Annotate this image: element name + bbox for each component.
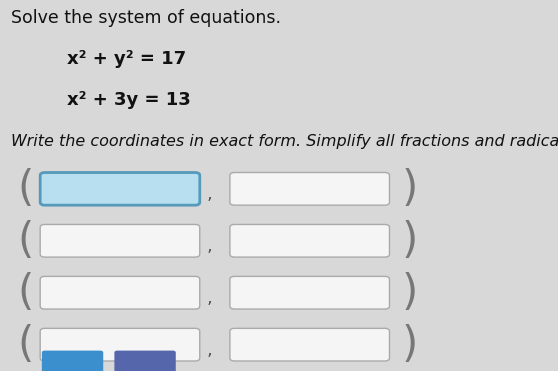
- Text: (: (: [17, 272, 33, 314]
- Text: Solve the system of equations.: Solve the system of equations.: [11, 9, 281, 27]
- Text: (: (: [17, 168, 33, 210]
- Text: ): ): [402, 168, 418, 210]
- Text: ,: ,: [206, 237, 212, 255]
- Text: ): ): [402, 324, 418, 366]
- FancyBboxPatch shape: [230, 173, 389, 205]
- FancyBboxPatch shape: [40, 173, 200, 205]
- Text: (: (: [17, 220, 33, 262]
- Text: x² + y² = 17: x² + y² = 17: [67, 50, 186, 68]
- Text: ): ): [402, 272, 418, 314]
- Text: ,: ,: [206, 289, 212, 307]
- FancyBboxPatch shape: [42, 351, 103, 371]
- Text: (: (: [17, 324, 33, 366]
- FancyBboxPatch shape: [230, 276, 389, 309]
- Text: ): ): [402, 220, 418, 262]
- FancyBboxPatch shape: [230, 224, 389, 257]
- FancyBboxPatch shape: [40, 276, 200, 309]
- Text: ,: ,: [206, 186, 212, 203]
- FancyBboxPatch shape: [230, 328, 389, 361]
- Text: Write the coordinates in exact form. Simplify all fractions and radicals.: Write the coordinates in exact form. Sim…: [11, 134, 558, 148]
- FancyBboxPatch shape: [114, 351, 176, 371]
- Text: ,: ,: [206, 341, 212, 359]
- Text: x² + 3y = 13: x² + 3y = 13: [67, 91, 191, 109]
- FancyBboxPatch shape: [40, 328, 200, 361]
- FancyBboxPatch shape: [40, 224, 200, 257]
